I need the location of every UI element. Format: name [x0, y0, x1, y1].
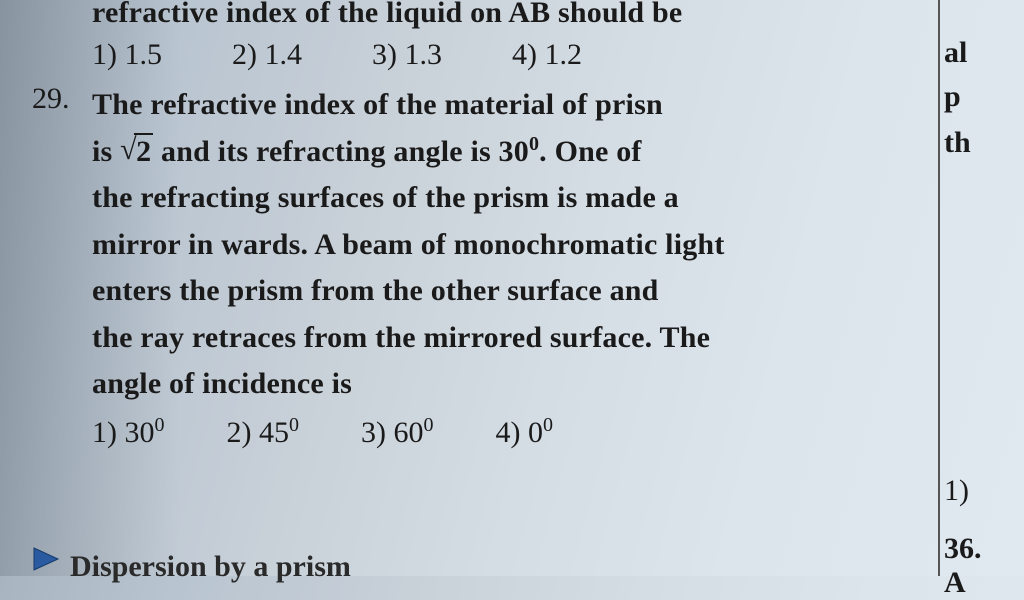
q29-line3: the refracting surfaces of the prism is … — [92, 175, 892, 222]
q29-option-4: 4) 00 — [496, 414, 554, 450]
q29-line2-b: and its refracting angle is 30 — [153, 135, 529, 168]
right-frag-1: al — [944, 36, 967, 70]
q29-line4: mirror in wards. A beam of monochromatic… — [92, 222, 892, 269]
q29-line6: the ray retraces from the mirrored surfa… — [92, 315, 892, 362]
question-29: 29. The refractive index of the material… — [32, 82, 912, 408]
right-frag-2: p — [944, 80, 961, 114]
option-1: 1) 1.5 — [92, 38, 162, 72]
q29-options: 1) 300 2) 450 3) 600 4) 00 — [92, 414, 912, 450]
right-frag-4: 1) — [944, 474, 969, 508]
main-column: refractive index of the liquid on AB sho… — [32, 0, 912, 450]
q29-option-1: 1) 300 — [92, 414, 165, 450]
q29-line5: enters the prism from the other surface … — [92, 268, 892, 315]
q29-line2-a: is — [92, 135, 120, 168]
next-heading-fragment: Dispersion by a prism — [70, 550, 351, 584]
prev-question-fragment: refractive index of the liquid on AB sho… — [92, 0, 912, 30]
sqrt-symbol: 2 — [120, 129, 153, 176]
degree-1: 0 — [529, 133, 539, 155]
q29-option-2: 2) 450 — [227, 414, 300, 450]
right-frag-5: 36. A — [944, 532, 992, 600]
page: refractive index of the liquid on AB sho… — [0, 0, 1024, 576]
radicand: 2 — [134, 133, 153, 168]
option-3: 3) 1.3 — [372, 38, 442, 72]
right-frag-3: th — [944, 126, 971, 160]
option-4: 4) 1.2 — [512, 38, 582, 72]
option-2: 2) 1.4 — [232, 38, 302, 72]
question-body: The refractive index of the material of … — [92, 82, 892, 408]
q29-option-3: 3) 600 — [361, 414, 434, 450]
play-icon — [32, 546, 62, 572]
q29-line2: is 2 and its refracting angle is 300. On… — [92, 129, 892, 176]
column-divider — [938, 0, 940, 576]
q29-line7: angle of incidence is — [92, 361, 892, 408]
q29-line1: The refractive index of the material of … — [92, 82, 892, 129]
prev-question-options: 1) 1.5 2) 1.4 3) 1.3 4) 1.2 — [92, 38, 912, 72]
q29-line2-c: . One of — [539, 135, 641, 168]
question-number: 29. — [32, 82, 92, 408]
